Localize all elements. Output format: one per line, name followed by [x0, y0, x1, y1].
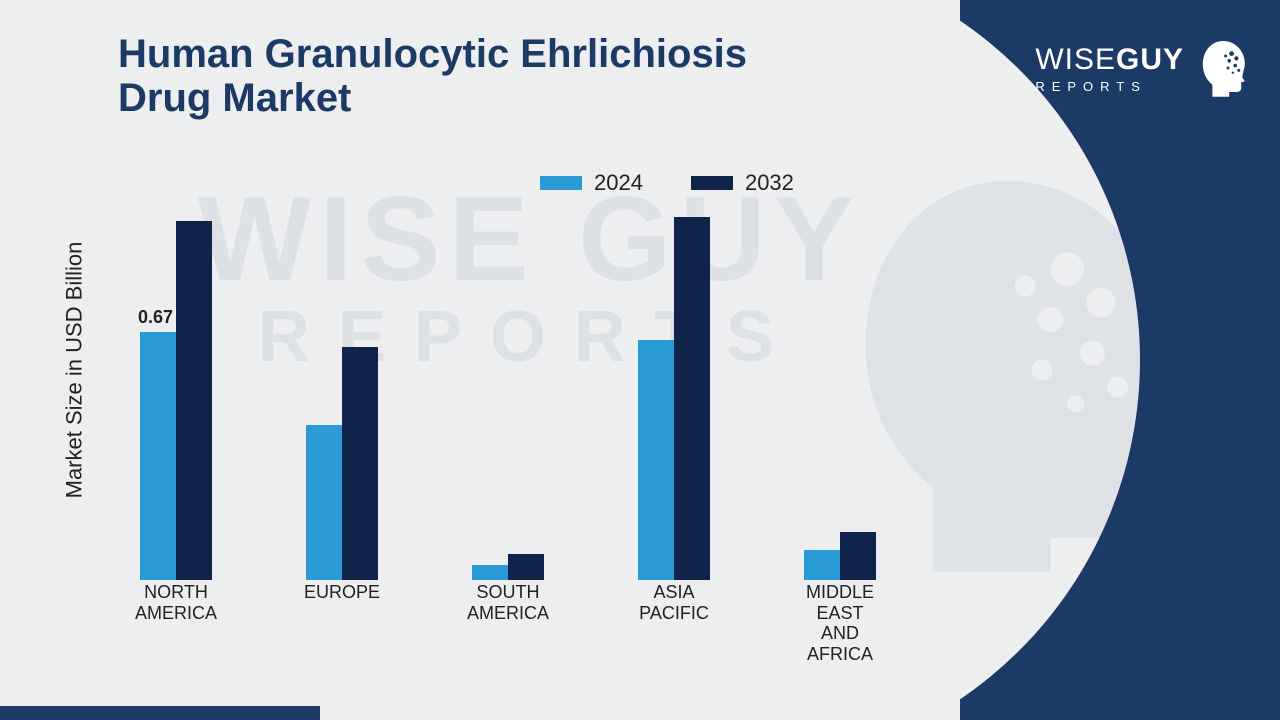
bar-2024 [804, 550, 840, 580]
x-axis-labels: NORTHAMERICAEUROPESOUTHAMERICAASIAPACIFI… [120, 582, 950, 682]
chart-title: Human Granulocytic Ehrlichiosis Drug Mar… [118, 32, 838, 120]
legend: 2024 2032 [540, 170, 794, 196]
bar-group [804, 532, 894, 580]
x-category-label: NORTHAMERICA [111, 582, 241, 623]
y-axis-label: Market Size in USD Billion [60, 160, 88, 580]
bar-2024 [638, 340, 674, 581]
x-category-label: EUROPE [277, 582, 407, 603]
bar-2024 [306, 425, 342, 580]
legend-item-2024: 2024 [540, 170, 643, 196]
bar-2032 [508, 554, 544, 580]
legend-item-2032: 2032 [691, 170, 794, 196]
bar-2024 [140, 332, 176, 580]
logo-line2: REPORTS [1035, 79, 1147, 94]
bar-value-label: 0.67 [138, 307, 173, 328]
legend-swatch-2024 [540, 176, 582, 190]
bar-2032 [342, 347, 378, 580]
bar-group [472, 554, 562, 580]
legend-label-2024: 2024 [594, 170, 643, 196]
x-category-label: SOUTHAMERICA [443, 582, 573, 623]
bar-group [306, 347, 396, 580]
bar-group [638, 217, 728, 580]
bottom-accent-bar [0, 706, 320, 720]
logo-guy: GUY [1116, 43, 1184, 76]
brand-logo: WISEGUY REPORTS [1035, 38, 1252, 98]
bar-2032 [674, 217, 710, 580]
x-category-label: ASIAPACIFIC [609, 582, 739, 623]
logo-line1: WISEGUY [1035, 43, 1184, 77]
x-category-label: MIDDLEEASTANDAFRICA [775, 582, 905, 665]
chart-area: Market Size in USD Billion 2024 2032 0.6… [60, 160, 960, 680]
plot-region: 0.67 [120, 210, 950, 580]
logo-head-icon [1192, 38, 1252, 98]
bar-2032 [840, 532, 876, 580]
bar-2032 [176, 221, 212, 580]
bar-2024 [472, 565, 508, 580]
y-axis-label-text: Market Size in USD Billion [61, 242, 87, 499]
legend-label-2032: 2032 [745, 170, 794, 196]
bar-group: 0.67 [140, 221, 230, 580]
logo-wise: WISE [1035, 43, 1116, 76]
legend-swatch-2032 [691, 176, 733, 190]
